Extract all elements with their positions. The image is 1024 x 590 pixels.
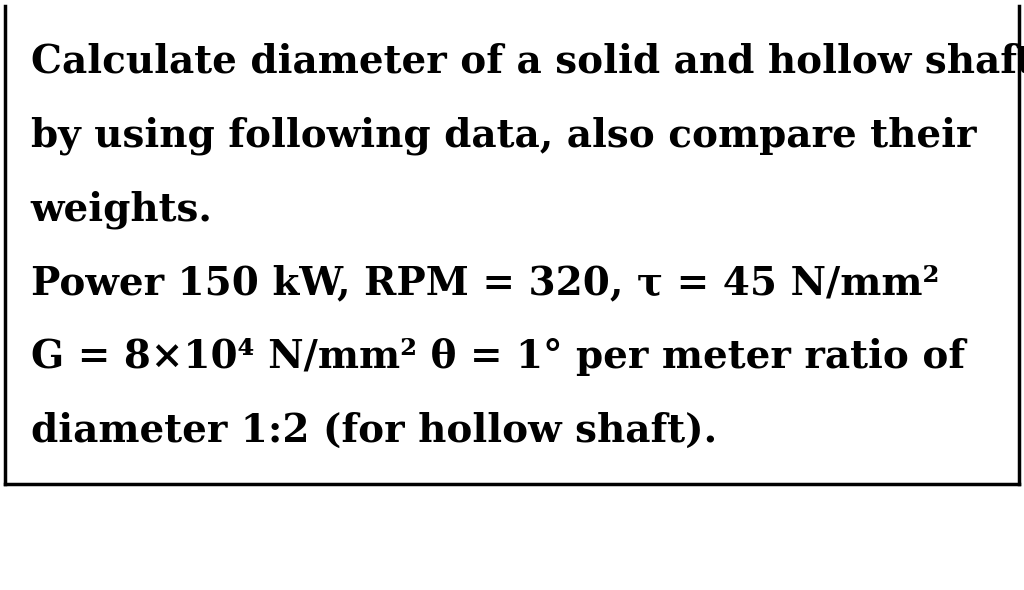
Text: weights.: weights. — [31, 190, 213, 229]
Text: Calculate diameter of a solid and hollow shaft: Calculate diameter of a solid and hollow… — [31, 43, 1024, 81]
Text: by using following data, also compare their: by using following data, also compare th… — [31, 116, 976, 155]
Text: G = 8×10⁴ N/mm² θ = 1° per meter ratio of: G = 8×10⁴ N/mm² θ = 1° per meter ratio o… — [31, 338, 965, 376]
Text: diameter 1:2 (for hollow shaft).: diameter 1:2 (for hollow shaft). — [31, 412, 717, 450]
Text: Power 150 kW, RPM = 320, τ = 45 N/mm²: Power 150 kW, RPM = 320, τ = 45 N/mm² — [31, 264, 939, 302]
